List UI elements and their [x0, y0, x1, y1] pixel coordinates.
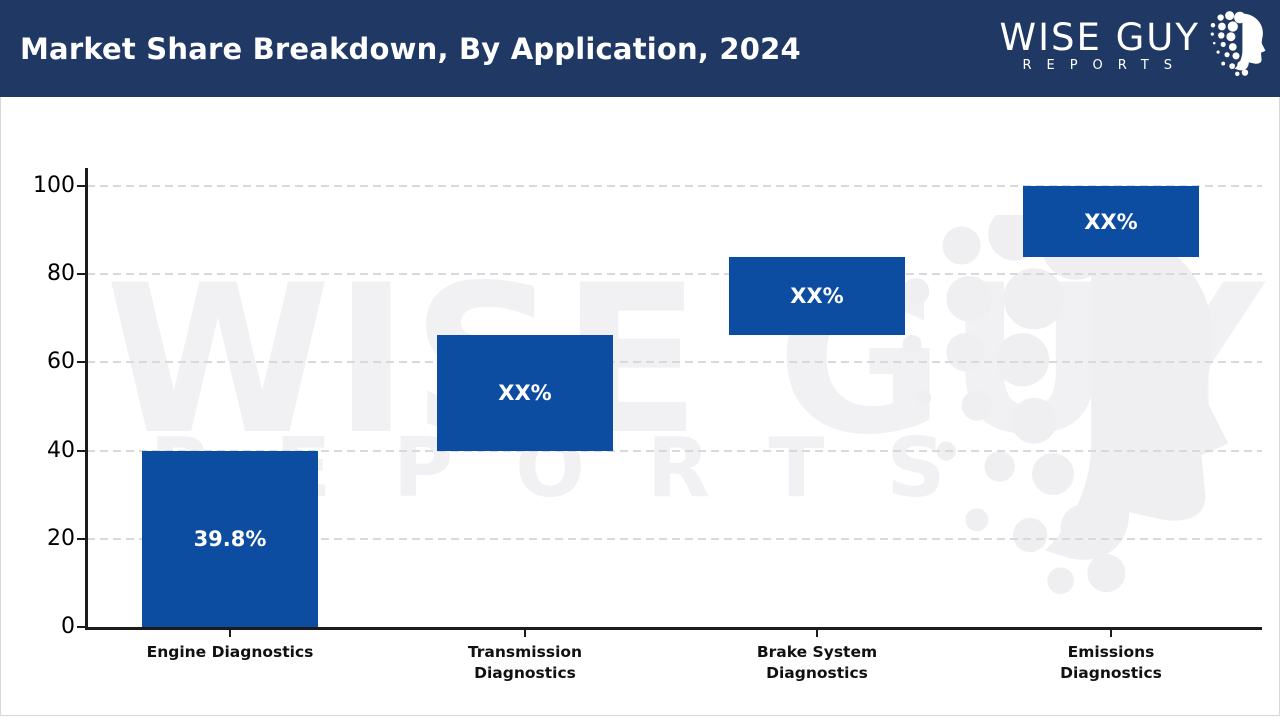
y-tick-label: 80: [47, 261, 75, 287]
chart-plot: 0 20 40 60 80 100 39.8% Engine Diagnostics XX% Tr…: [0, 97, 1280, 714]
bottom-margin: [0, 716, 1280, 720]
gridline: [87, 185, 1262, 187]
bar-brake-system-diagnostics: XX%: [729, 257, 905, 335]
category-label-brake-system-diagnostics: Brake System Diagnostics: [702, 642, 932, 684]
y-tick-label: 100: [33, 173, 75, 198]
gridline: [87, 449, 1262, 452]
brand-logo-subtitle: REPORTS: [1022, 57, 1188, 73]
y-tick-mark: [77, 537, 85, 540]
bar-value-label: XX%: [1084, 209, 1138, 234]
x-axis: [85, 627, 1262, 630]
bar-value-label: XX%: [498, 381, 552, 406]
y-tick-label: 20: [47, 525, 75, 551]
gridline: [87, 361, 1262, 364]
bar-engine-diagnostics: 39.8%: [142, 451, 318, 627]
brand-logo-wordmark: WISE GUY: [999, 15, 1200, 59]
x-tick-mark: [816, 629, 818, 637]
category-label-transmission-diagnostics: Transmission Diagnostics: [410, 642, 640, 684]
y-tick-label: 0: [61, 614, 75, 639]
category-label-line: Diagnostics: [766, 664, 868, 682]
category-label-line: Brake System: [756, 643, 878, 661]
y-tick-mark: [77, 361, 85, 364]
category-label-engine-diagnostics: Engine Diagnostics: [115, 642, 345, 663]
x-tick-mark: [524, 629, 526, 637]
bar-value-label: 39.8%: [193, 527, 267, 552]
bar-value-label: XX%: [790, 283, 844, 308]
gridline: [87, 537, 1262, 540]
app-header: Market Share Breakdown, By Application, …: [0, 0, 1280, 97]
x-tick-mark: [1110, 629, 1112, 637]
y-tick-label: 60: [47, 349, 75, 375]
y-tick-mark: [77, 185, 85, 187]
category-label-line: Diagnostics: [1060, 664, 1162, 682]
y-axis: [85, 168, 88, 629]
y-tick-label: 40: [47, 437, 75, 463]
gridline: [87, 273, 1262, 276]
brand-face-icon: [1210, 11, 1266, 77]
category-label-line: Engine Diagnostics: [146, 643, 314, 661]
bar-emissions-diagnostics: XX%: [1023, 186, 1199, 257]
bar-transmission-diagnostics: XX%: [437, 334, 613, 452]
page-title: Market Share Breakdown, By Application, …: [20, 31, 801, 66]
y-tick-mark: [77, 273, 85, 276]
x-tick-mark: [229, 629, 231, 637]
category-label-line: Emissions: [1067, 643, 1155, 661]
category-label-emissions-diagnostics: Emissions Diagnostics: [996, 642, 1226, 684]
category-label-line: Transmission: [467, 643, 583, 661]
y-tick-mark: [77, 626, 85, 628]
y-tick-mark: [77, 449, 85, 452]
category-label-line: Diagnostics: [474, 664, 576, 682]
brand-logo: WISE GUY REPORTS: [1000, 8, 1268, 84]
